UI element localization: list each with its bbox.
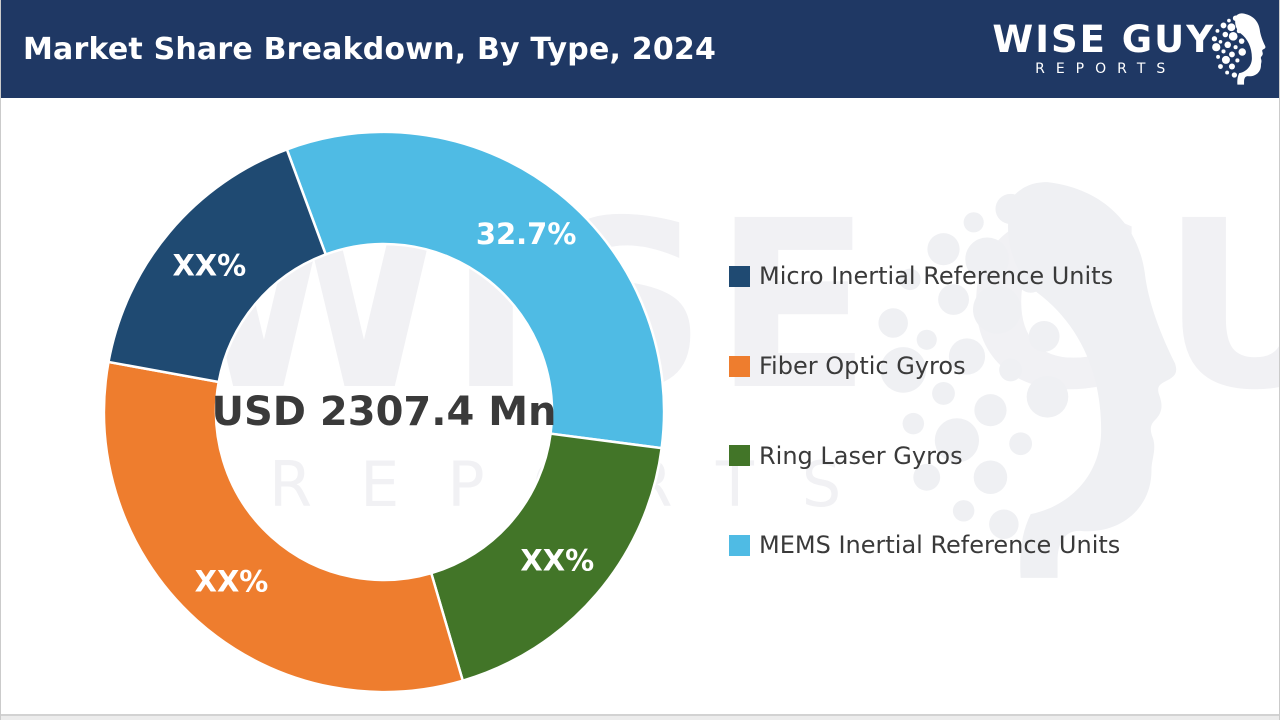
legend-item: Micro Inertial Reference Units xyxy=(729,262,1120,291)
donut-segments xyxy=(102,130,666,694)
donut-chart: 32.7% XX% XX% XX% USD 2307.4 Mn xyxy=(102,130,666,694)
segment-value-label: XX% xyxy=(172,249,246,283)
legend-label: Micro Inertial Reference Units xyxy=(759,262,1114,290)
legend-swatch xyxy=(729,355,750,377)
legend-label: Fiber Optic Gyros xyxy=(759,351,966,380)
brand-head-icon xyxy=(1211,13,1266,85)
donut-segment-mems-inertial-reference-units xyxy=(285,130,666,450)
segment-value-label: XX% xyxy=(195,565,269,599)
brand-logo: WISE GUY REPORTS xyxy=(992,6,1267,92)
bottom-border-line xyxy=(1,714,1279,716)
legend-label: MEMS Inertial Reference Units xyxy=(759,531,1121,560)
legend-swatch xyxy=(729,445,750,467)
bottom-border-strip xyxy=(1,716,1279,720)
donut-center-value: USD 2307.4 Mn xyxy=(212,389,557,435)
legend-item: Ring Laser Gyros xyxy=(729,442,1120,471)
brand-subname: REPORTS xyxy=(1035,61,1177,77)
legend-swatch xyxy=(729,265,750,287)
brand-logo-text: WISE GUY REPORTS xyxy=(992,21,1215,77)
segment-value-label: 32.7% xyxy=(476,217,577,251)
page-title: Market Share Breakdown, By Type, 2024 xyxy=(23,31,717,67)
chart-legend: Micro Inertial Reference Units Fiber Opti… xyxy=(729,262,1120,560)
donut-segment-ring-laser-gyros xyxy=(429,432,664,683)
legend-label: Ring Laser Gyros xyxy=(759,441,963,470)
donut-segment-fiber-optic-gyros xyxy=(102,360,465,694)
header-bar: Market Share Breakdown, By Type, 2024 WI… xyxy=(1,0,1279,98)
legend-swatch xyxy=(729,535,750,557)
segment-value-label: XX% xyxy=(520,543,594,577)
donut-segment-micro-inertial-reference-units xyxy=(107,147,328,384)
legend-item: Fiber Optic Gyros xyxy=(729,352,1120,381)
donut-percent-labels: 32.7% XX% XX% XX% xyxy=(172,217,594,599)
brand-name: WISE GUY xyxy=(992,18,1215,61)
legend-item: MEMS Inertial Reference Units xyxy=(729,531,1120,560)
